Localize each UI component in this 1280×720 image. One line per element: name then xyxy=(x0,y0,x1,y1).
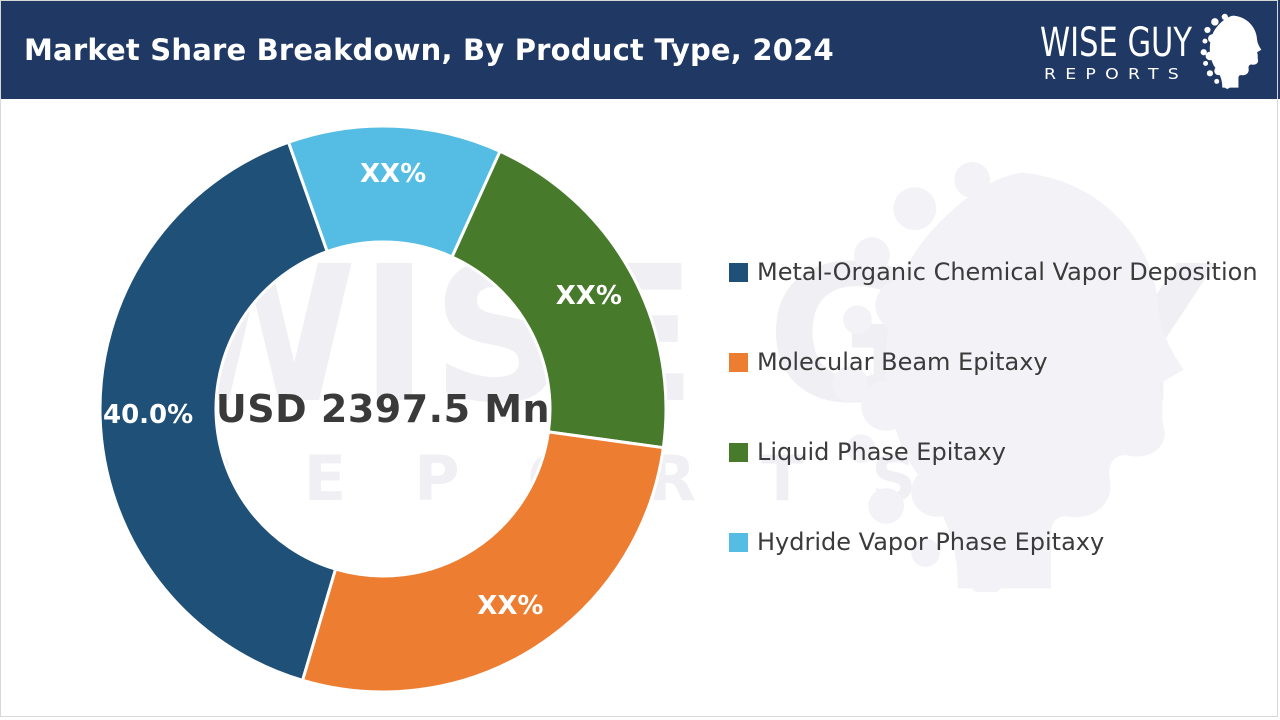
logo-face-icon xyxy=(1200,13,1262,89)
slice-label: XX% xyxy=(555,280,622,311)
legend-item: Hydride Vapor Phase Epitaxy xyxy=(729,528,1258,556)
slice-label: 40.0% xyxy=(102,400,194,431)
legend-swatch xyxy=(729,352,748,372)
legend-label: Hydride Vapor Phase Epitaxy xyxy=(757,528,1105,556)
legend-swatch xyxy=(729,532,748,552)
legend-label: Liquid Phase Epitaxy xyxy=(757,438,1006,466)
donut-center-value: USD 2397.5 Mn xyxy=(215,387,551,431)
slice-label: XX% xyxy=(477,591,544,622)
logo-wordmark: WISE GUY xyxy=(1040,20,1192,66)
legend: Metal-Organic Chemical Vapor Deposition M… xyxy=(729,258,1258,618)
legend-item: Molecular Beam Epitaxy xyxy=(729,348,1258,376)
legend-swatch xyxy=(729,442,748,462)
header-bar: Market Share Breakdown, By Product Type,… xyxy=(0,0,1280,99)
legend-label: Molecular Beam Epitaxy xyxy=(757,348,1048,376)
legend-swatch xyxy=(729,262,748,282)
logo-subtext: REPORTS xyxy=(1044,65,1188,83)
wiseguy-logo: WISE GUY REPORTS xyxy=(1040,13,1262,89)
donut-slice xyxy=(98,140,338,682)
donut-slice xyxy=(450,149,668,450)
donut-slice xyxy=(301,430,665,694)
legend-label: Metal-Organic Chemical Vapor Deposition xyxy=(757,258,1258,286)
page-title: Market Share Breakdown, By Product Type,… xyxy=(24,32,834,67)
donut-svg xyxy=(98,124,668,694)
slice-label: XX% xyxy=(360,159,427,190)
legend-item: Metal-Organic Chemical Vapor Deposition xyxy=(729,258,1258,286)
legend-item: Liquid Phase Epitaxy xyxy=(729,438,1258,466)
